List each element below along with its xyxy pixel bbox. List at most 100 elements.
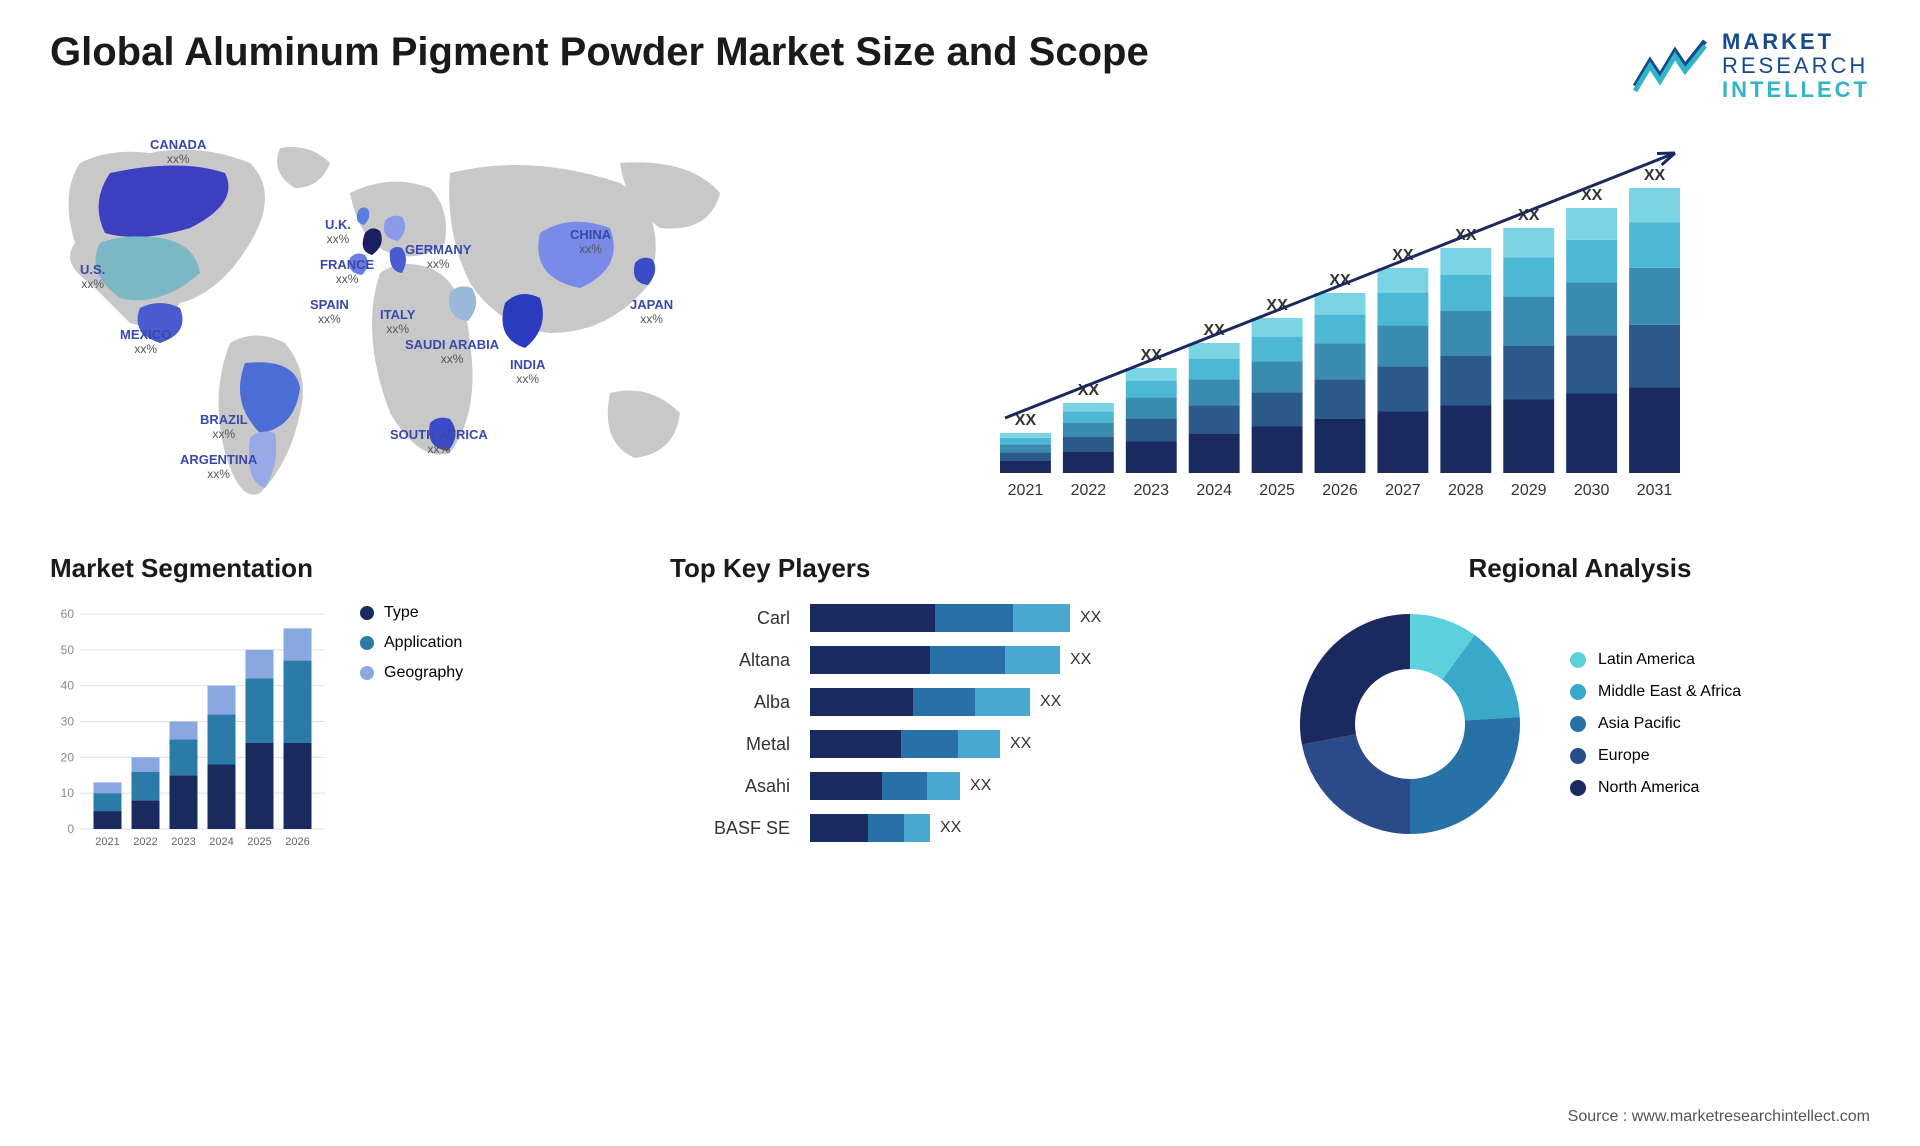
- map-label: U.K.xx%: [325, 218, 351, 247]
- svg-text:2021: 2021: [1008, 482, 1044, 499]
- legend-swatch: [1570, 652, 1586, 668]
- legend-swatch: [1570, 716, 1586, 732]
- map-label: SOUTH AFRICAxx%: [390, 428, 488, 457]
- players-panel: Top Key Players Carl Altana Alba Metal Asahi…: [670, 553, 1250, 854]
- player-bar-segment: [930, 646, 1005, 674]
- regional-legend-item: Europe: [1570, 747, 1741, 765]
- segmentation-legend-item: Geography: [360, 664, 463, 682]
- legend-label: Type: [384, 604, 419, 622]
- map-label: MEXICOxx%: [120, 328, 171, 357]
- brand-logo: MARKET RESEARCH INTELLECT: [1630, 30, 1870, 103]
- svg-text:2026: 2026: [285, 836, 309, 848]
- growth-bar-chart: XX2021XX2022XX2023XX2024XX2025XX2026XX20…: [980, 133, 1870, 513]
- player-bar-row: XX: [810, 646, 1250, 674]
- svg-text:2026: 2026: [1322, 482, 1358, 499]
- player-bar-row: XX: [810, 688, 1250, 716]
- player-value: XX: [1040, 693, 1061, 711]
- regional-legend-item: Latin America: [1570, 651, 1741, 669]
- segmentation-chart: 0102030405060202120222023202420252026: [50, 604, 330, 854]
- player-bar-segment: [1005, 646, 1060, 674]
- player-name: Metal: [746, 730, 790, 758]
- segmentation-legend-item: Application: [360, 634, 463, 652]
- map-label: ITALYxx%: [380, 308, 415, 337]
- svg-text:2030: 2030: [1574, 482, 1610, 499]
- segmentation-legend: Type Application Geography: [360, 604, 463, 854]
- segmentation-title: Market Segmentation: [50, 553, 630, 584]
- svg-text:0: 0: [67, 822, 74, 836]
- svg-text:2024: 2024: [1196, 482, 1232, 499]
- world-map: CANADAxx%U.S.xx%MEXICOxx%BRAZILxx%ARGENT…: [50, 133, 940, 513]
- player-bar-segment: [810, 730, 901, 758]
- svg-text:10: 10: [61, 786, 75, 800]
- map-label: CHINAxx%: [570, 228, 611, 257]
- player-name: Altana: [739, 646, 790, 674]
- player-bar-segment: [810, 646, 930, 674]
- player-name: Carl: [757, 604, 790, 632]
- player-bar-row: XX: [810, 604, 1250, 632]
- player-bar-segment: [810, 688, 913, 716]
- map-label: GERMANYxx%: [405, 243, 471, 272]
- regional-legend: Latin America Middle East & Africa Asia Pa…: [1570, 651, 1741, 797]
- player-bar-segment: [904, 814, 930, 842]
- legend-label: Application: [384, 634, 462, 652]
- legend-swatch: [1570, 780, 1586, 796]
- player-name: Alba: [754, 688, 790, 716]
- player-bar-segment: [927, 772, 960, 800]
- svg-text:2022: 2022: [1071, 482, 1107, 499]
- regional-legend-item: Middle East & Africa: [1570, 683, 1741, 701]
- svg-text:2023: 2023: [1133, 482, 1169, 499]
- svg-text:2029: 2029: [1511, 482, 1547, 499]
- map-label: JAPANxx%: [630, 298, 673, 327]
- legend-label: Middle East & Africa: [1598, 683, 1741, 701]
- svg-text:2027: 2027: [1385, 482, 1421, 499]
- player-value: XX: [1070, 651, 1091, 669]
- svg-text:2028: 2028: [1448, 482, 1484, 499]
- legend-swatch: [360, 606, 374, 620]
- player-value: XX: [1010, 735, 1031, 753]
- player-bars-chart: XX XX XX XX XX XX: [810, 604, 1250, 842]
- legend-label: North America: [1598, 779, 1699, 797]
- player-name: BASF SE: [714, 814, 790, 842]
- player-name: Asahi: [745, 772, 790, 800]
- svg-text:2021: 2021: [95, 836, 119, 848]
- svg-text:2022: 2022: [133, 836, 157, 848]
- legend-label: Latin America: [1598, 651, 1695, 669]
- regional-title: Regional Analysis: [1290, 553, 1870, 584]
- svg-text:XX: XX: [1644, 167, 1666, 184]
- svg-text:2024: 2024: [209, 836, 233, 848]
- player-bar-row: XX: [810, 730, 1250, 758]
- legend-label: Asia Pacific: [1598, 715, 1681, 733]
- regional-legend-item: North America: [1570, 779, 1741, 797]
- svg-text:60: 60: [61, 607, 75, 621]
- legend-label: Europe: [1598, 747, 1650, 765]
- svg-text:20: 20: [61, 750, 75, 764]
- player-names-list: Carl Altana Alba Metal Asahi BASF SE: [670, 604, 790, 842]
- regional-donut-chart: [1290, 604, 1530, 844]
- legend-swatch: [360, 666, 374, 680]
- legend-label: Geography: [384, 664, 463, 682]
- legend-swatch: [1570, 748, 1586, 764]
- player-bar-row: XX: [810, 814, 1250, 842]
- player-bar-segment: [901, 730, 958, 758]
- player-bar-segment: [913, 688, 975, 716]
- player-bar-segment: [810, 814, 868, 842]
- map-label: INDIAxx%: [510, 358, 545, 387]
- source-attribution: Source : www.marketresearchintellect.com: [1568, 1108, 1870, 1126]
- svg-text:30: 30: [61, 714, 75, 728]
- players-title: Top Key Players: [670, 553, 1250, 584]
- map-label: SAUDI ARABIAxx%: [405, 338, 499, 367]
- segmentation-panel: Market Segmentation 01020304050602021202…: [50, 553, 630, 854]
- player-bar-segment: [868, 814, 904, 842]
- svg-text:2023: 2023: [171, 836, 195, 848]
- player-bar-segment: [935, 604, 1013, 632]
- map-label: U.S.xx%: [80, 263, 105, 292]
- player-bar-segment: [810, 772, 882, 800]
- svg-text:2025: 2025: [247, 836, 271, 848]
- logo-text-1: MARKET: [1722, 30, 1870, 54]
- legend-swatch: [1570, 684, 1586, 700]
- player-value: XX: [940, 819, 961, 837]
- page-title: Global Aluminum Pigment Powder Market Si…: [50, 30, 1149, 75]
- map-label: CANADAxx%: [150, 138, 206, 167]
- player-bar-row: XX: [810, 772, 1250, 800]
- logo-mark-icon: [1630, 36, 1710, 96]
